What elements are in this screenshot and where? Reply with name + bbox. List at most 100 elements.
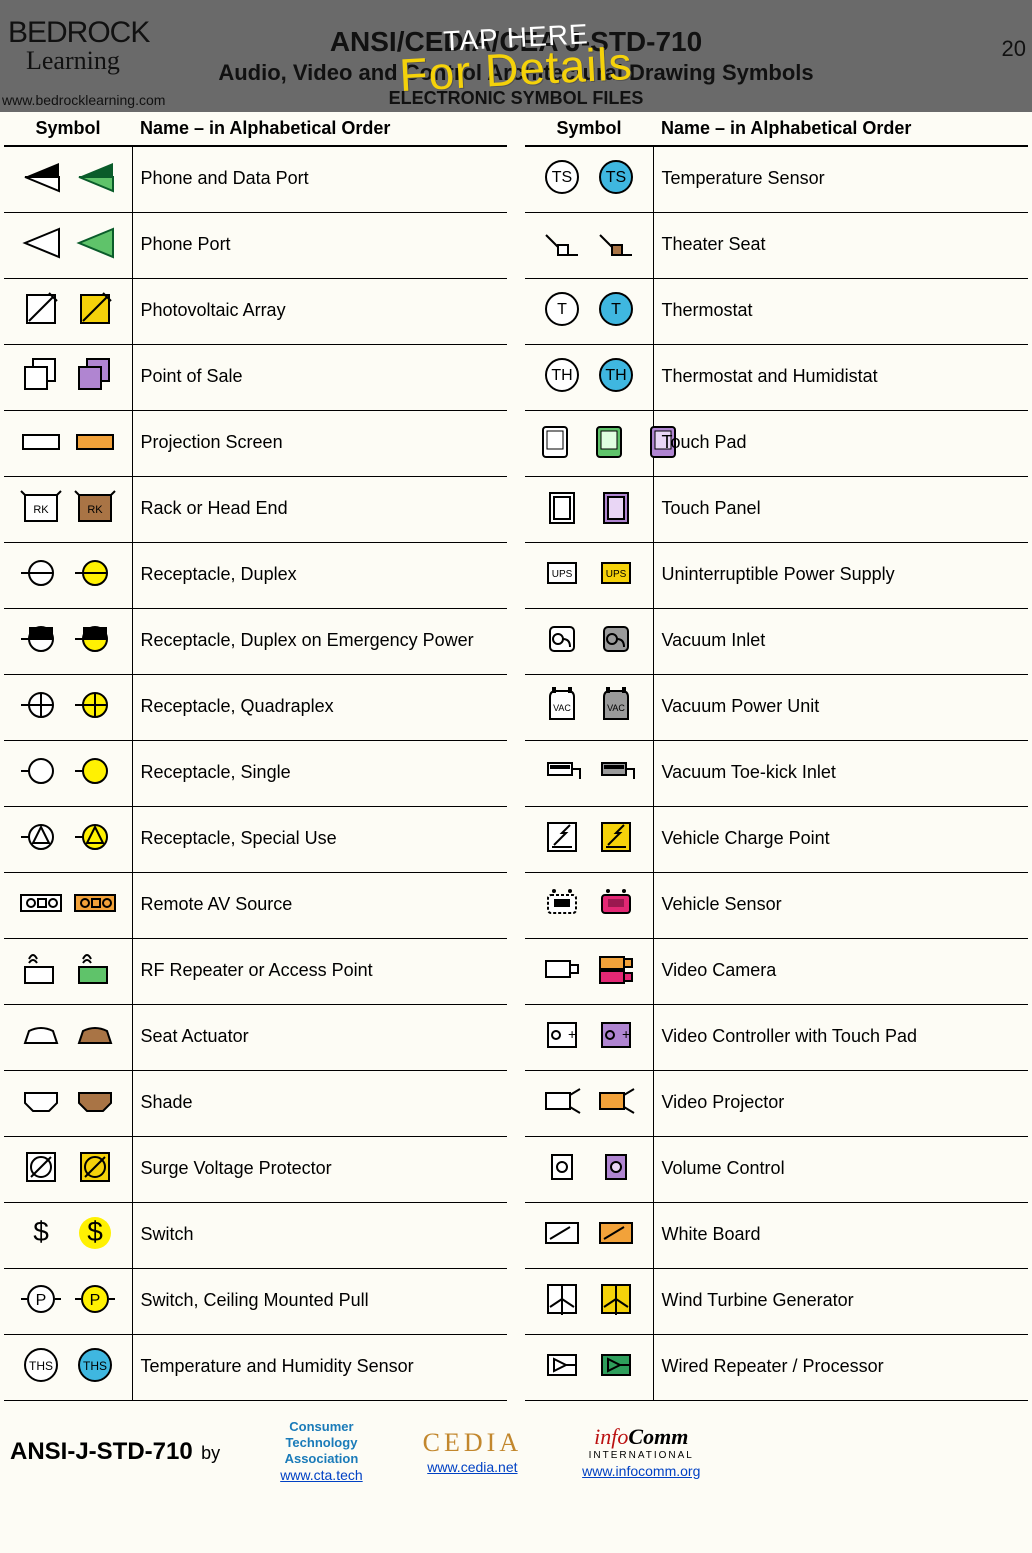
symbol-name: Vehicle Charge Point [653, 806, 1028, 872]
symbol-icon [540, 1079, 638, 1128]
symbol-cell [525, 608, 653, 674]
symbol-icon [19, 287, 117, 336]
symbol-name: Rack or Head End [132, 476, 507, 542]
cta-link[interactable]: www.cta.tech [280, 1467, 362, 1483]
symbol-cell: THSTHS [4, 1334, 132, 1400]
symbol-name: Vacuum Inlet [653, 608, 1028, 674]
svg-text:THS: THS [83, 1359, 107, 1373]
symbol-icon [540, 617, 638, 666]
table-row: Surge Voltage Protector [4, 1136, 507, 1202]
symbol-cell [4, 740, 132, 806]
symbol-icon [19, 1079, 117, 1128]
symbol-icon: TT [540, 287, 638, 336]
symbol-icon [19, 551, 117, 600]
symbol-cell [525, 1202, 653, 1268]
svg-text:T: T [557, 301, 567, 318]
symbol-icon [540, 881, 638, 930]
symbol-cell [4, 542, 132, 608]
cta-org: Consumer Technology Association www.cta.… [280, 1419, 362, 1485]
table-row: Wind Turbine Generator [525, 1268, 1028, 1334]
table-row: THSTHS Temperature and Humidity Sensor [4, 1334, 507, 1400]
infocomm-link[interactable]: www.infocomm.org [582, 1463, 700, 1479]
left-column: Symbol Name – in Alphabetical Order Phon… [4, 112, 507, 1401]
col-header-symbol: Symbol [525, 112, 653, 146]
symbol-name: Touch Pad [653, 410, 1028, 476]
symbol-name: Wired Repeater / Processor [653, 1334, 1028, 1400]
symbol-icon: TSTS [540, 155, 638, 204]
svg-text:P: P [89, 1292, 100, 1309]
footer-std-block: ANSI-J-STD-710 by [10, 1438, 220, 1466]
table-row: VACVACVacuum Power Unit [525, 674, 1028, 740]
symbol-name: White Board [653, 1202, 1028, 1268]
symbol-icon [19, 881, 117, 930]
table-row: Volume Control [525, 1136, 1028, 1202]
table-row: Receptacle, Special Use [4, 806, 507, 872]
symbol-name: Vacuum Toe-kick Inlet [653, 740, 1028, 806]
symbol-icon [540, 1145, 638, 1194]
symbol-name: Receptacle, Quadraplex [132, 674, 507, 740]
symbol-name: Vacuum Power Unit [653, 674, 1028, 740]
symbol-name: Shade [132, 1070, 507, 1136]
symbol-name: Temperature and Humidity Sensor [132, 1334, 507, 1400]
table-row: Vehicle Charge Point [525, 806, 1028, 872]
table-row: Receptacle, Quadraplex [4, 674, 507, 740]
symbol-name: Receptacle, Single [132, 740, 507, 806]
table-row: Touch Pad [525, 410, 1028, 476]
info-intl: INTERNATIONAL [582, 1450, 700, 1463]
cedia-link[interactable]: www.cedia.net [427, 1459, 517, 1475]
symbol-name: Phone and Data Port [132, 146, 507, 212]
symbol-icon: ++ [540, 1013, 638, 1062]
table-row: Video Projector [525, 1070, 1028, 1136]
table-row: Photovoltaic Array [4, 278, 507, 344]
table-row: RF Repeater or Access Point [4, 938, 507, 1004]
table-row: Theater Seat [525, 212, 1028, 278]
symbol-icon: THSTHS [19, 1343, 117, 1392]
symbol-icon [540, 815, 638, 864]
symbol-cell: PP [4, 1268, 132, 1334]
symbol-cell [4, 212, 132, 278]
svg-text:TH: TH [551, 367, 572, 384]
info-blk: Comm [628, 1424, 688, 1449]
col-header-name: Name – in Alphabetical Order [653, 112, 1028, 146]
svg-text:VAC: VAC [553, 703, 571, 713]
symbol-cell: TT [525, 278, 653, 344]
svg-text:T: T [611, 301, 621, 318]
symbol-icon [540, 749, 638, 798]
cedia-logo: CEDIA [423, 1427, 522, 1460]
symbol-icon [19, 617, 117, 666]
symbol-name: Thermostat [653, 278, 1028, 344]
table-row: Receptacle, Duplex [4, 542, 507, 608]
footer-by: by [197, 1443, 220, 1463]
symbol-name: Receptacle, Duplex on Emergency Power [132, 608, 507, 674]
svg-text:UPS: UPS [605, 569, 626, 580]
symbol-cell [525, 1268, 653, 1334]
symbol-name: Touch Panel [653, 476, 1028, 542]
symbol-icon [540, 1277, 638, 1326]
symbol-icon [540, 947, 638, 996]
header-overlay: BEDROCK Learning www.bedrocklearning.com… [0, 0, 1032, 112]
symbol-name: RF Repeater or Access Point [132, 938, 507, 1004]
symbol-name: Video Controller with Touch Pad [653, 1004, 1028, 1070]
table-row: THTHThermostat and Humidistat [525, 344, 1028, 410]
svg-text:$: $ [33, 1216, 49, 1247]
left-table: Symbol Name – in Alphabetical Order Phon… [4, 112, 507, 1401]
table-row: Phone Port [4, 212, 507, 278]
symbol-cell [4, 1136, 132, 1202]
cta-line1: Consumer [280, 1419, 362, 1435]
table-row: RKRKRack or Head End [4, 476, 507, 542]
symbol-cell [525, 806, 653, 872]
table-row: Receptacle, Duplex on Emergency Power [4, 608, 507, 674]
symbol-cell: VACVAC [525, 674, 653, 740]
symbol-cell [525, 212, 653, 278]
symbol-cell [4, 938, 132, 1004]
footer: ANSI-J-STD-710 by Consumer Technology As… [0, 1401, 1032, 1513]
symbol-cell [4, 410, 132, 476]
symbol-icon [19, 815, 117, 864]
symbol-icon [540, 221, 638, 270]
table-row: Projection Screen [4, 410, 507, 476]
symbol-name: Volume Control [653, 1136, 1028, 1202]
symbol-name: Surge Voltage Protector [132, 1136, 507, 1202]
symbol-name: Photovoltaic Array [132, 278, 507, 344]
symbol-name: Wind Turbine Generator [653, 1268, 1028, 1334]
symbol-cell: $$ [4, 1202, 132, 1268]
